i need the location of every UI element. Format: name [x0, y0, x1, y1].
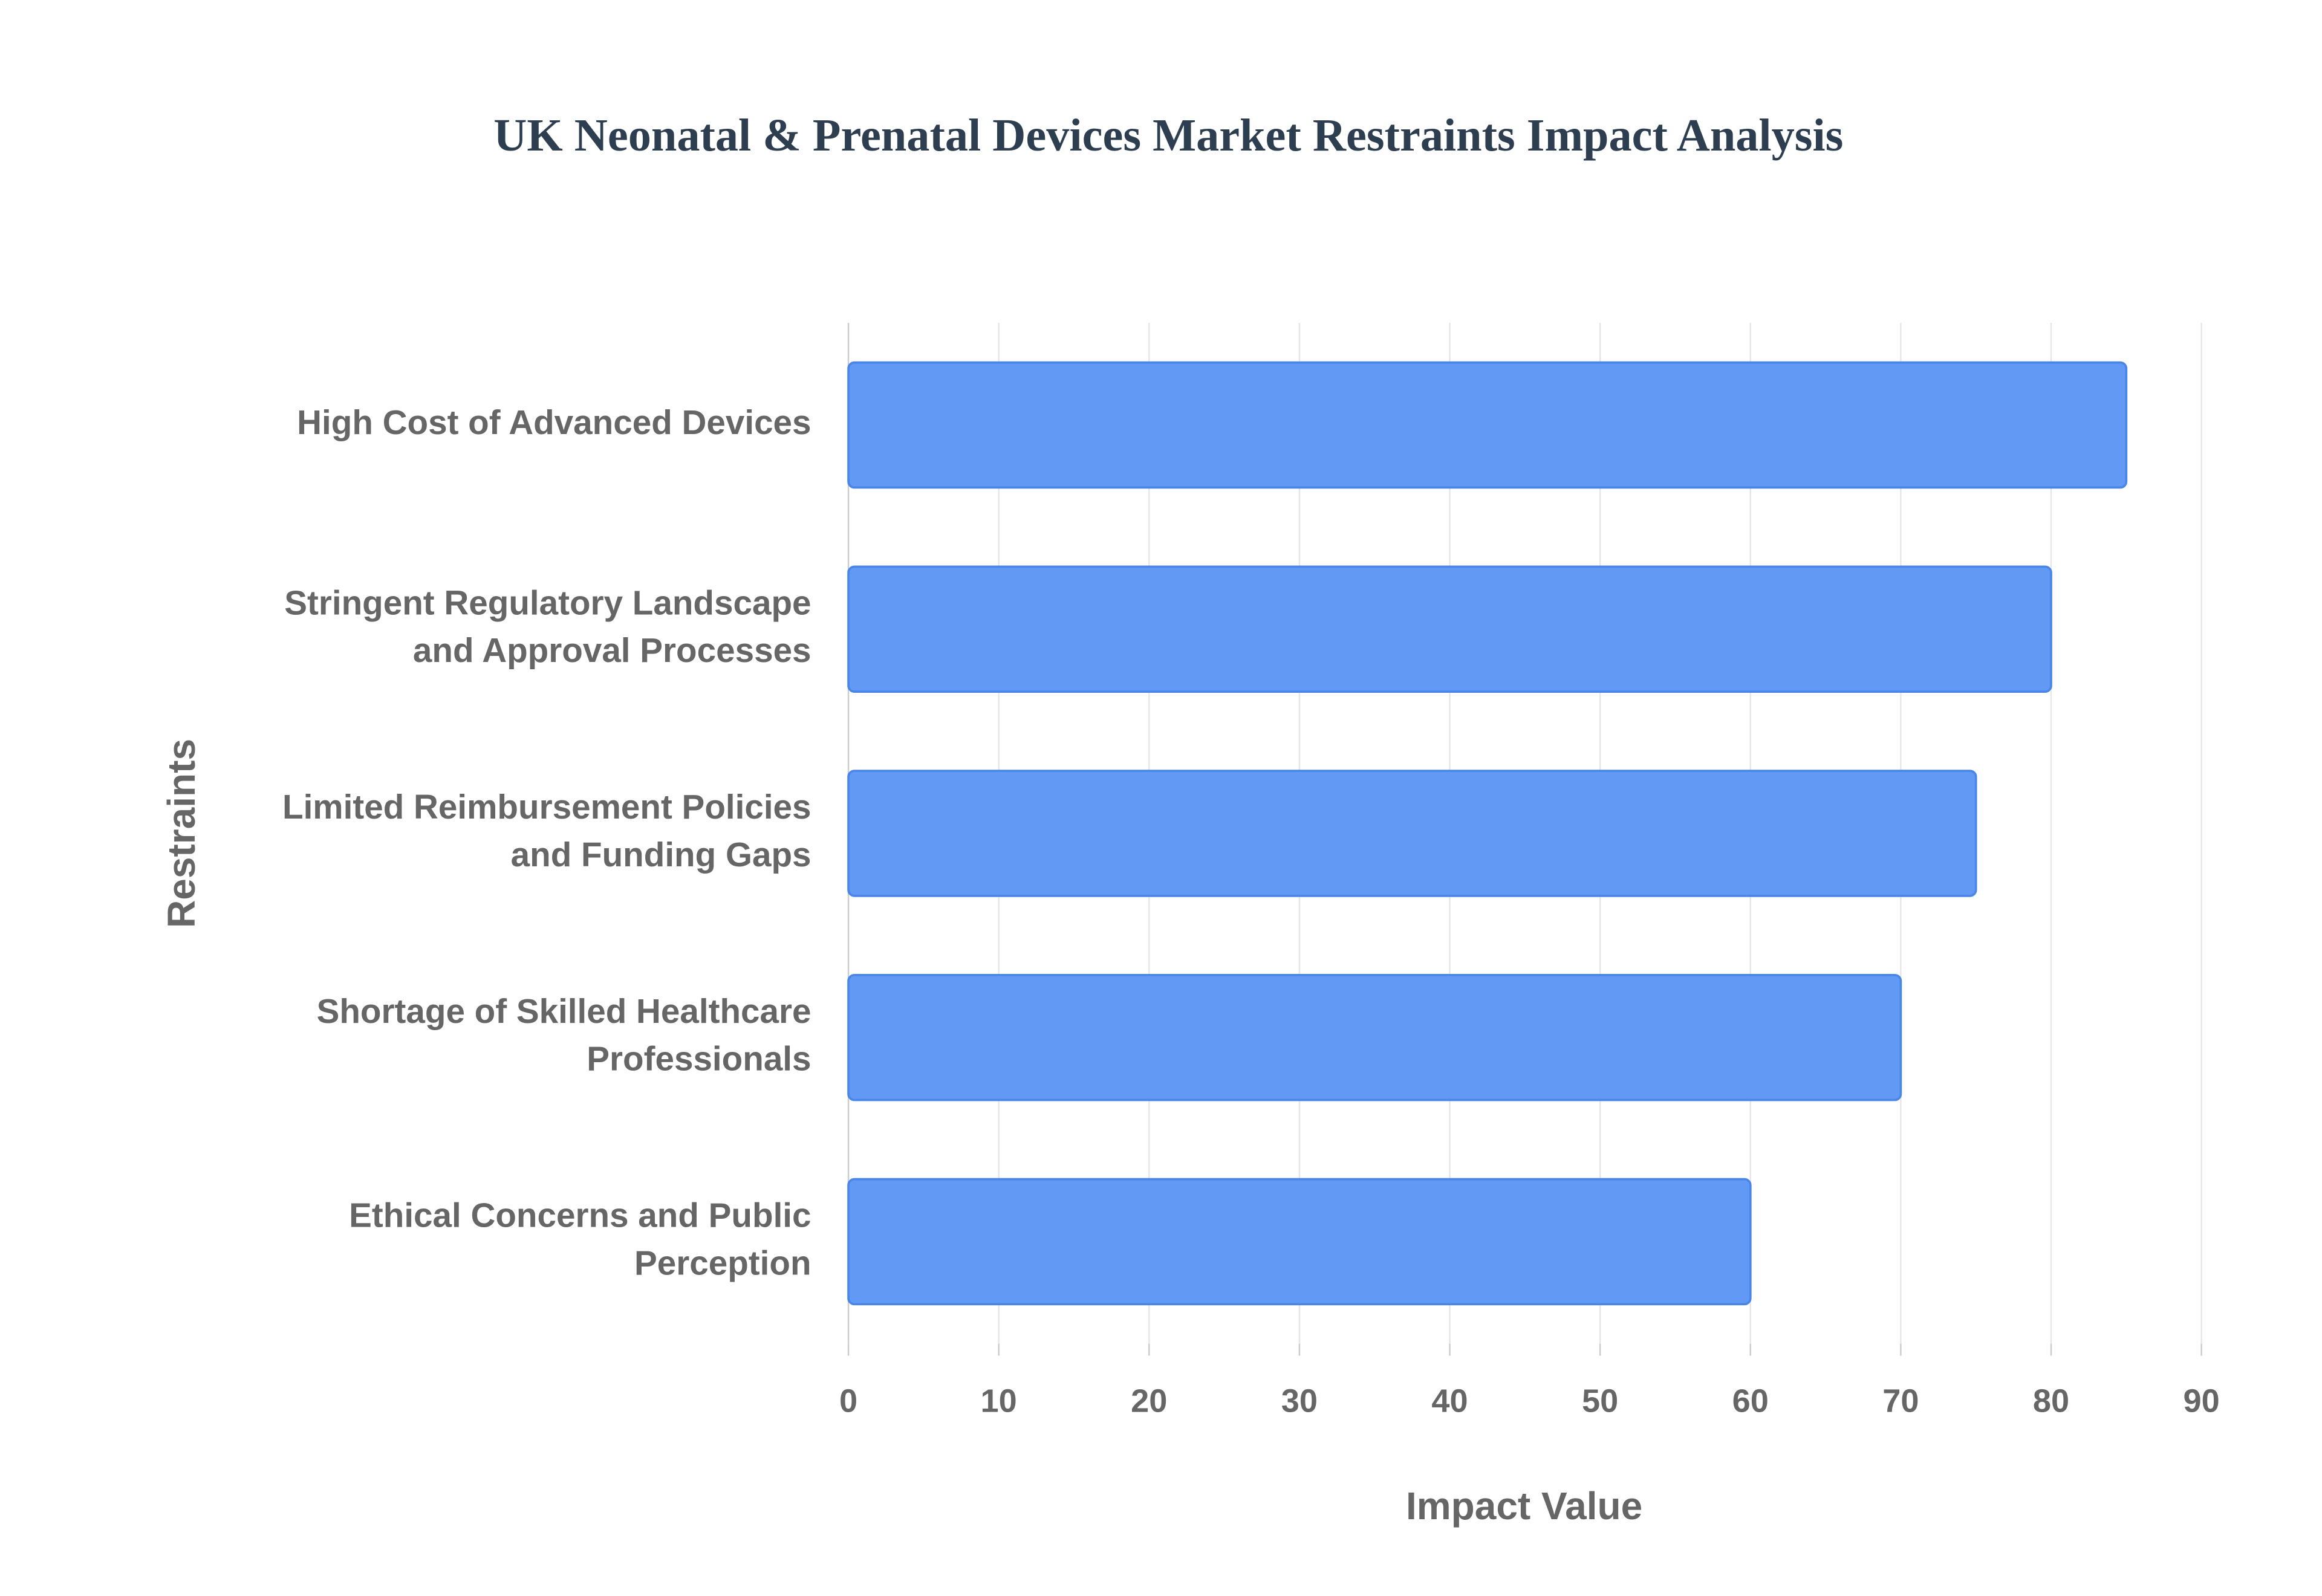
y-tick-label: Stringent Regulatory Landscape and Approv… — [284, 583, 811, 669]
x-tick-label: 50 — [1582, 1383, 1618, 1419]
x-tick-label: 30 — [1281, 1383, 1318, 1419]
x-tick-label: 0 — [839, 1383, 857, 1419]
x-tick-label: 90 — [2183, 1383, 2219, 1419]
y-axis-label: Restraints — [160, 739, 203, 928]
x-axis-label: Impact Value — [1406, 1484, 1642, 1528]
y-tick-label: Shortage of Skilled Healthcare Profession… — [317, 992, 811, 1078]
bar — [847, 565, 2052, 693]
x-tick-label: 40 — [1431, 1383, 1468, 1419]
bar — [847, 361, 2128, 489]
y-tick-label: Ethical Concerns and Public Perception — [349, 1196, 811, 1282]
x-tick-label: 20 — [1131, 1383, 1167, 1419]
bar — [847, 770, 1977, 897]
x-tick-label: 60 — [1732, 1383, 1769, 1419]
y-tick-label: Limited Reimbursement Policies and Fundin… — [282, 788, 811, 874]
y-tick-label: High Cost of Advanced Devices — [297, 403, 811, 441]
bar — [847, 973, 1902, 1101]
x-tick-label: 10 — [981, 1383, 1017, 1419]
bar — [847, 1178, 1752, 1306]
x-tick-label: 80 — [2033, 1383, 2069, 1419]
x-tick-label: 70 — [1882, 1383, 1919, 1419]
chart-title: UK Neonatal & Prenatal Devices Market Re… — [493, 109, 1843, 161]
